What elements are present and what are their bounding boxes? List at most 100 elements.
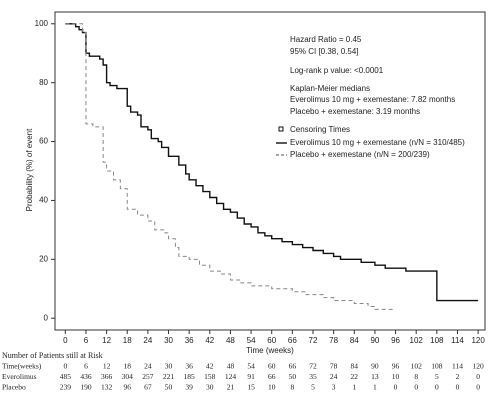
risk-cell: 91 <box>247 372 255 381</box>
legend-label: Censoring Times <box>290 125 350 134</box>
risk-cell: 18 <box>123 362 131 371</box>
risk-cell: 78 <box>330 362 338 371</box>
legend-label: Everolimus 10 mg + exemestane (n/N = 310… <box>290 138 465 147</box>
survival-curve <box>65 23 396 310</box>
risk-cell: 24 <box>330 372 338 381</box>
risk-cell: 2 <box>456 372 460 381</box>
y-tick-label: 20 <box>39 254 48 263</box>
risk-cell: 10 <box>392 372 400 381</box>
x-axis-title: Time (weeks) <box>246 346 294 355</box>
risk-cell: 8 <box>414 372 418 381</box>
risk-cell: 67 <box>144 383 152 392</box>
risk-cell: 120 <box>472 362 484 371</box>
risk-cell: 39 <box>185 383 193 392</box>
risk-cell: 0 <box>476 372 480 381</box>
survival-curve <box>65 23 479 302</box>
risk-cell: 485 <box>60 372 72 381</box>
risk-cell: 24 <box>144 362 152 371</box>
risk-cell: 13 <box>371 372 379 381</box>
y-tick-label: 60 <box>39 137 48 146</box>
risk-cell: 0 <box>394 383 398 392</box>
annotation: Log-rank p value: <0.0001 <box>290 66 384 75</box>
risk-row-label: Time(weeks) <box>2 362 42 371</box>
risk-cell: 22 <box>351 372 359 381</box>
x-tick-label: 6 <box>84 336 89 345</box>
annotation: Kaplan-Meier medians <box>290 84 370 93</box>
risk-cell: 15 <box>247 383 255 392</box>
risk-cell: 5 <box>311 383 315 392</box>
x-tick-label: 108 <box>430 336 444 345</box>
risk-cell: 96 <box>392 362 400 371</box>
risk-cell: 66 <box>268 372 276 381</box>
risk-cell: 366 <box>101 372 113 381</box>
risk-cell: 90 <box>371 362 379 371</box>
risk-cell: 30 <box>165 362 173 371</box>
risk-cell: 158 <box>204 372 216 381</box>
risk-cell: 42 <box>206 362 214 371</box>
x-tick-label: 78 <box>329 336 338 345</box>
risk-cell: 1 <box>352 383 356 392</box>
risk-cell: 0 <box>63 362 67 371</box>
risk-cell: 12 <box>103 362 111 371</box>
x-tick-label: 12 <box>102 336 111 345</box>
risk-cell: 96 <box>123 383 131 392</box>
risk-cell: 84 <box>351 362 359 371</box>
x-tick-label: 0 <box>63 336 68 345</box>
x-tick-label: 42 <box>205 336 214 345</box>
y-tick-label: 40 <box>39 196 48 205</box>
x-tick-label: 102 <box>410 336 424 345</box>
risk-cell: 6 <box>84 362 88 371</box>
risk-cell: 50 <box>289 372 297 381</box>
risk-cell: 190 <box>80 383 92 392</box>
risk-cell: 60 <box>268 362 276 371</box>
x-tick-label: 24 <box>143 336 152 345</box>
plot-frame <box>54 11 486 331</box>
legend-marker <box>278 126 284 132</box>
risk-table-title: Number of Patients still at Risk <box>2 351 103 360</box>
risk-cell: 3 <box>332 383 336 392</box>
annotation: Placebo + exemestane: 3.19 months <box>290 107 420 116</box>
risk-cell: 54 <box>247 362 255 371</box>
risk-cell: 304 <box>122 372 134 381</box>
risk-cell: 0 <box>414 383 418 392</box>
risk-cell: 36 <box>185 362 193 371</box>
risk-cell: 66 <box>289 362 297 371</box>
risk-cell: 0 <box>456 383 460 392</box>
annotation: 95% CI [0.38, 0.54] <box>290 47 359 56</box>
x-tick-label: 120 <box>471 336 485 345</box>
risk-cell: 108 <box>431 362 443 371</box>
x-tick-label: 48 <box>226 336 235 345</box>
y-axis-title: Probability (%) of event <box>25 128 34 211</box>
risk-cell: 5 <box>435 372 439 381</box>
x-tick-label: 36 <box>185 336 194 345</box>
x-tick-label: 96 <box>391 336 400 345</box>
risk-cell: 35 <box>309 372 317 381</box>
risk-cell: 8 <box>290 383 294 392</box>
risk-cell: 50 <box>165 383 173 392</box>
risk-cell: 257 <box>142 372 154 381</box>
annotation: Everolimus 10 mg + exemestane: 7.82 mont… <box>290 95 455 104</box>
risk-cell: 114 <box>452 362 463 371</box>
risk-cell: 185 <box>184 372 196 381</box>
x-tick-label: 60 <box>267 336 276 345</box>
y-tick-label: 0 <box>44 313 49 322</box>
risk-cell: 48 <box>227 362 235 371</box>
x-tick-label: 90 <box>370 336 379 345</box>
risk-cell: 436 <box>80 372 92 381</box>
y-tick-label: 100 <box>35 19 49 28</box>
risk-cell: 21 <box>227 383 235 392</box>
risk-cell: 10 <box>268 383 276 392</box>
x-tick-label: 114 <box>451 336 464 345</box>
x-tick-label: 30 <box>164 336 173 345</box>
risk-cell: 0 <box>476 383 480 392</box>
risk-cell: 0 <box>435 383 439 392</box>
risk-cell: 239 <box>60 383 72 392</box>
risk-cell: 124 <box>225 372 237 381</box>
risk-cell: 1 <box>373 383 377 392</box>
risk-cell: 102 <box>411 362 423 371</box>
y-tick-label: 80 <box>39 78 48 87</box>
x-tick-label: 72 <box>309 336 318 345</box>
risk-row-label: Everolimus <box>2 372 37 381</box>
risk-cell: 30 <box>206 383 214 392</box>
